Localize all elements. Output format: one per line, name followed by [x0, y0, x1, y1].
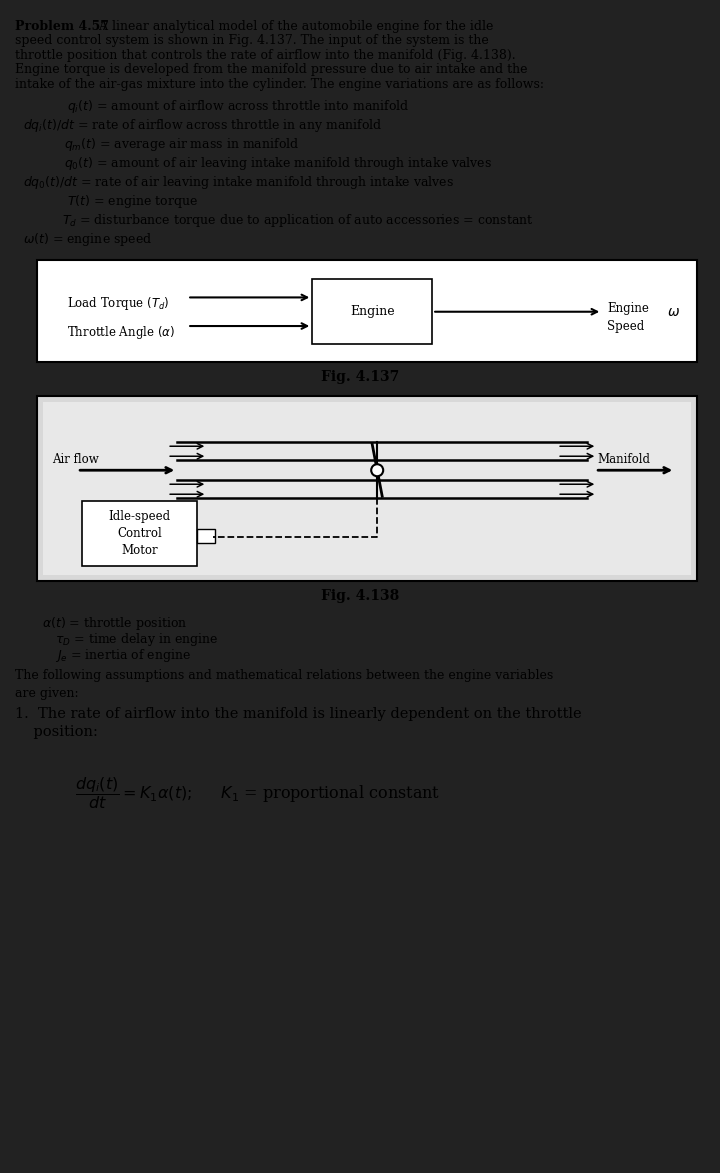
Bar: [37, 396, 697, 582]
Text: $\omega(t)$ = engine speed: $\omega(t)$ = engine speed: [23, 231, 153, 249]
Text: $q_i(t)$ = amount of airflow across throttle into manifold: $q_i(t)$ = amount of airflow across thro…: [67, 99, 410, 115]
Bar: [312, 279, 432, 344]
Bar: [197, 529, 215, 543]
Text: Load Torque $(T_d)$: Load Torque $(T_d)$: [67, 296, 170, 312]
Circle shape: [372, 465, 383, 476]
Text: $\dfrac{dq_i(t)}{dt} = K_1\alpha(t);$     $K_1$ = proportional constant: $\dfrac{dq_i(t)}{dt} = K_1\alpha(t);$ $K…: [75, 775, 441, 812]
Text: $T_d$ = disturbance torque due to application of auto accessories = constant: $T_d$ = disturbance torque due to applic…: [62, 212, 534, 229]
Text: A linear analytical model of the automobile engine for the idle: A linear analytical model of the automob…: [95, 20, 494, 33]
Text: $dq_i(t)/dt$ = rate of airflow across throttle in any manifold: $dq_i(t)/dt$ = rate of airflow across th…: [23, 117, 383, 134]
Text: Speed: Speed: [607, 320, 644, 333]
Text: Air flow: Air flow: [52, 453, 99, 466]
Text: intake of the air-gas mixture into the cylinder. The engine variations are as fo: intake of the air-gas mixture into the c…: [15, 77, 544, 90]
Text: Fig. 4.137: Fig. 4.137: [321, 371, 399, 385]
Text: $\tau_D$ = time delay in engine: $\tau_D$ = time delay in engine: [55, 631, 219, 649]
Text: Throttle Angle $(\alpha)$: Throttle Angle $(\alpha)$: [67, 324, 175, 341]
Text: $q_0(t)$ = amount of air leaving intake manifold through intake valves: $q_0(t)$ = amount of air leaving intake …: [64, 155, 492, 172]
Text: 1.  The rate of airflow into the manifold is linearly dependent on the throttle: 1. The rate of airflow into the manifold…: [15, 707, 582, 721]
Text: Problem 4.57: Problem 4.57: [15, 20, 109, 33]
Text: position:: position:: [15, 725, 98, 739]
Text: Engine: Engine: [607, 301, 649, 314]
Text: throttle position that controls the rate of airflow into the manifold (Fig. 4.13: throttle position that controls the rate…: [15, 49, 516, 62]
Bar: [37, 260, 697, 362]
Text: $q_m(t)$ = average air mass in manifold: $q_m(t)$ = average air mass in manifold: [64, 136, 300, 154]
Text: $T(t)$ = engine torque: $T(t)$ = engine torque: [67, 194, 198, 210]
Text: Engine: Engine: [350, 305, 395, 318]
Text: Fig. 4.138: Fig. 4.138: [321, 589, 399, 603]
Text: $J_e$ = inertia of engine: $J_e$ = inertia of engine: [55, 647, 192, 664]
Bar: [43, 402, 691, 575]
Text: Idle-speed
Control
Motor: Idle-speed Control Motor: [109, 510, 171, 557]
Text: The following assumptions and mathematical relations between the engine variable: The following assumptions and mathematic…: [15, 670, 554, 700]
Text: $dq_0(t)/dt$ = rate of air leaving intake manifold through intake valves: $dq_0(t)/dt$ = rate of air leaving intak…: [23, 175, 454, 191]
Text: Manifold: Manifold: [597, 453, 650, 466]
Text: Engine torque is developed from the manifold pressure due to air intake and the: Engine torque is developed from the mani…: [15, 63, 528, 76]
Bar: [82, 501, 197, 567]
Text: $\alpha(t)$ = throttle position: $\alpha(t)$ = throttle position: [42, 615, 188, 632]
Text: $\omega$: $\omega$: [667, 305, 680, 319]
Text: speed control system is shown in Fig. 4.137. The input of the system is the: speed control system is shown in Fig. 4.…: [15, 34, 489, 47]
